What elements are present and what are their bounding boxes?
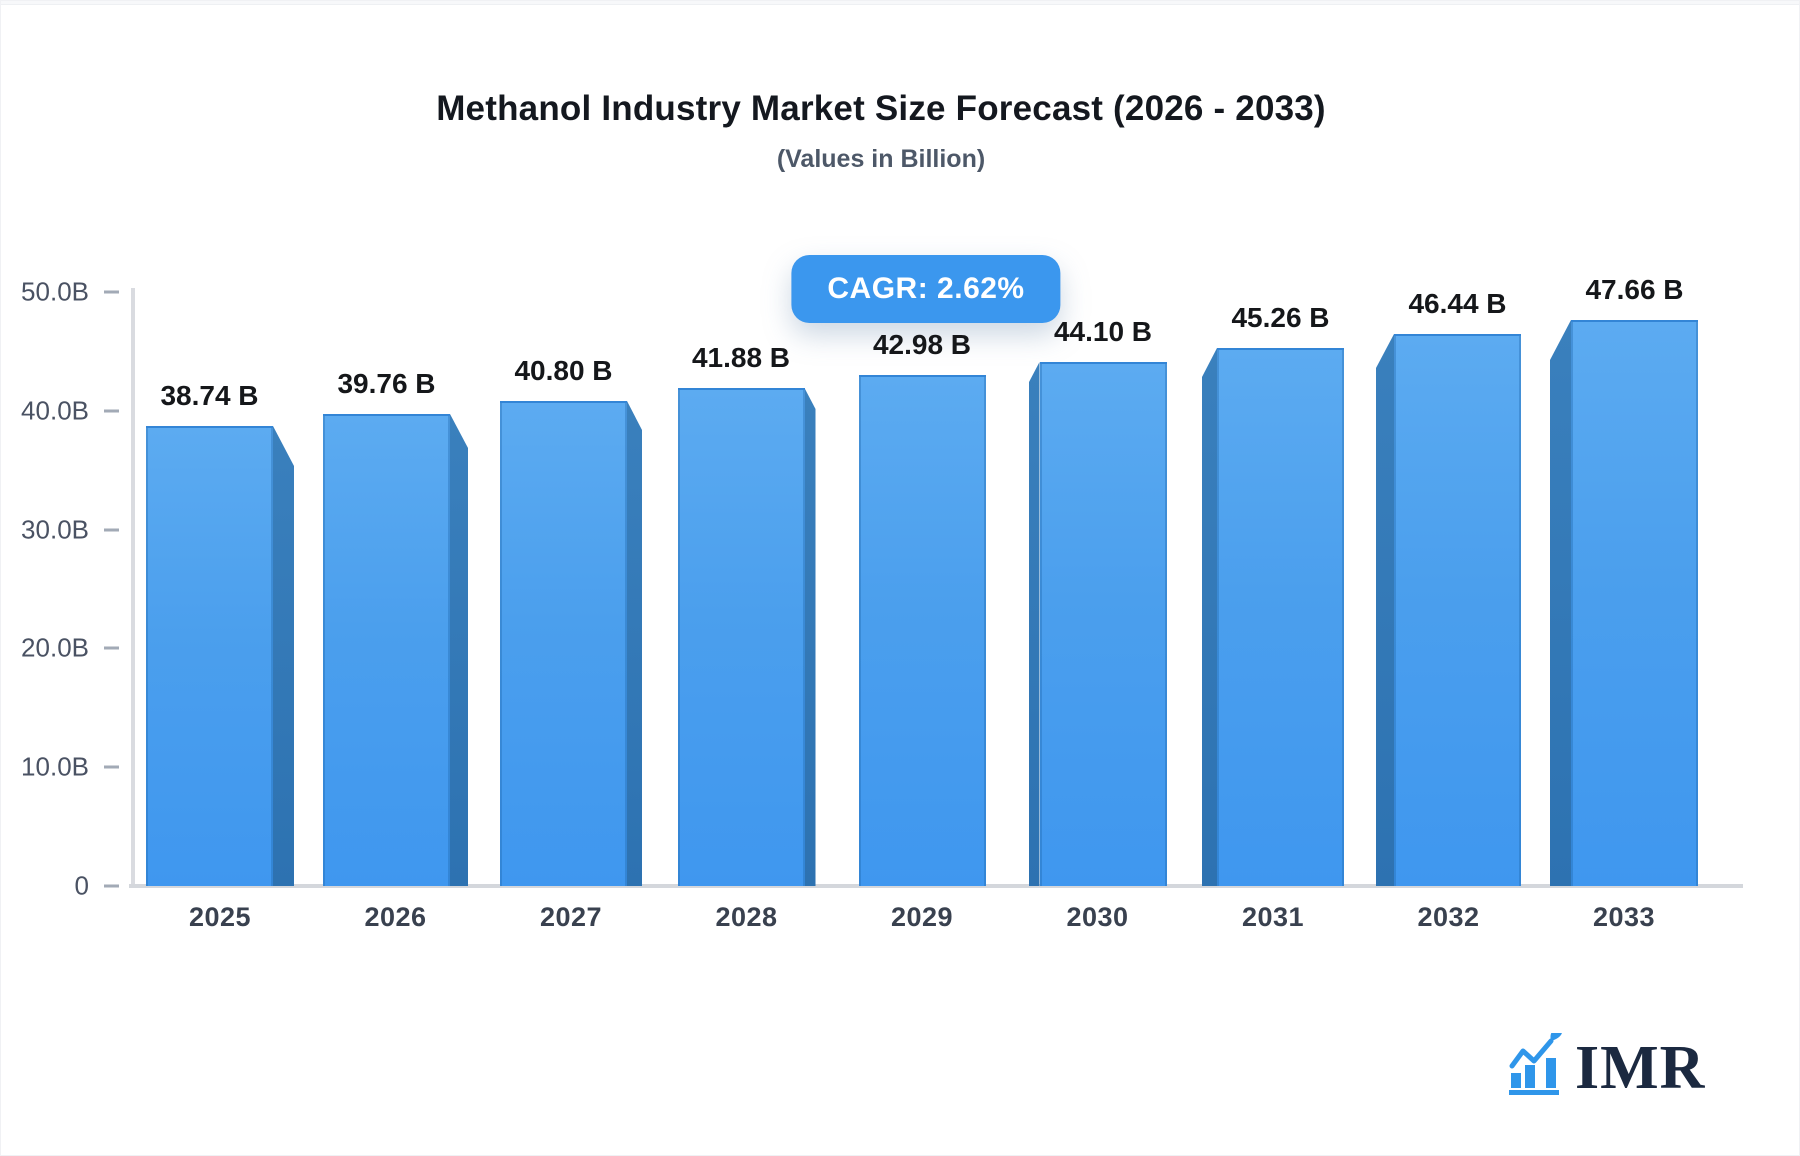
bar-2031: [1217, 348, 1344, 886]
x-axis-label-2029: 2029: [890, 902, 954, 932]
bar-value-label-2028: 41.88 B: [691, 342, 791, 373]
bar-3d-side-2026: [450, 414, 468, 886]
x-axis-label-2026: 2026: [364, 902, 427, 932]
y-tick-label: 20.0B: [21, 632, 89, 663]
bar-2032: [1394, 334, 1521, 886]
bar-3d-side-2025: [273, 426, 294, 886]
y-tick-dash: [104, 409, 119, 413]
bar-chart-leaf-icon: [1509, 1033, 1562, 1095]
bar-2028: [677, 388, 805, 886]
bar-3d-side-2033: [1550, 320, 1571, 886]
x-axis-line: [129, 884, 1743, 888]
bar-value-label-2026: 39.76 B: [337, 368, 436, 399]
bar-value-label-2025: 38.74 B: [160, 380, 259, 411]
bar-value-label-2031: 45.26 B: [1231, 302, 1330, 333]
y-tick-dash: [104, 646, 119, 650]
bar-2025: [146, 426, 273, 886]
bar-2027: [500, 401, 627, 886]
y-tick-label: 40.0B: [21, 395, 89, 426]
x-axis-label-2033: 2033: [1592, 902, 1656, 932]
bar-2029: [858, 375, 986, 886]
y-tick-dash: [104, 884, 119, 888]
bar-3d-side-2028: [804, 388, 816, 886]
y-tick-label: 50.0B: [21, 276, 89, 307]
cagr-badge: CAGR: 2.62%: [791, 255, 1061, 323]
y-tick-label: 0: [74, 870, 89, 901]
bar-value-label-2030: 44.10 B: [1053, 316, 1153, 347]
y-tick-label: 30.0B: [21, 514, 89, 545]
bar-value-label-2033: 47.66 B: [1585, 274, 1684, 305]
bar-2030: [1039, 362, 1167, 886]
x-axis-label-2032: 2032: [1417, 902, 1480, 932]
bar-3d-side-2031: [1202, 348, 1217, 886]
bar-value-label-2027: 40.80 B: [514, 355, 613, 386]
x-axis-label-2030: 2030: [1066, 902, 1129, 932]
y-axis-line: [131, 288, 135, 888]
y-tick-dash: [104, 528, 119, 532]
bar-2033: [1571, 320, 1698, 886]
imr-logo: IMR: [1509, 1033, 1706, 1102]
bar-value-label-2032: 46.44 B: [1408, 288, 1507, 319]
top-edge-strip: [1, 1, 1799, 5]
bar-3d-side-2027: [627, 401, 642, 886]
bar-value-label-2029: 42.98 B: [872, 329, 972, 360]
bar-3d-side-2032: [1376, 334, 1394, 886]
chart-title: Methanol Industry Market Size Forecast (…: [436, 89, 1326, 128]
x-axis-label-2031: 2031: [1241, 902, 1305, 932]
chart-header: Methanol Industry Market Size Forecast (…: [1, 89, 1761, 174]
y-tick-dash: [104, 765, 119, 769]
y-tick-label: 10.0B: [21, 751, 89, 782]
bar-2026: [323, 414, 450, 886]
bar-3d-side-2030: [1028, 362, 1040, 886]
x-axis-label-2028: 2028: [715, 902, 778, 932]
imr-logo-text: IMR: [1575, 1033, 1706, 1102]
x-axis-label-2025: 2025: [188, 902, 252, 932]
x-axis-label-2027: 2027: [539, 902, 603, 932]
chart-subtitle: (Values in Billion): [776, 145, 986, 173]
y-tick-dash: [104, 290, 119, 294]
